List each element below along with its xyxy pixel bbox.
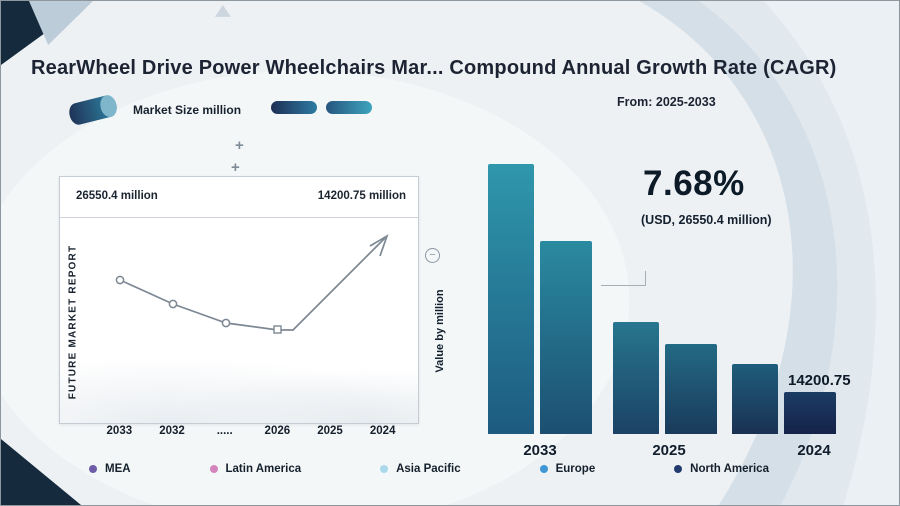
progress-pills [271, 101, 372, 114]
bar-2033-primary [488, 164, 534, 434]
left-axis-label: ..... [216, 425, 233, 437]
legend-label: North America [690, 463, 769, 475]
card-wave-decor [60, 313, 418, 423]
trend-panel: 26550.4 million 14200.75 million FUTURE … [59, 176, 419, 424]
left-axis-label: 2025 [317, 425, 343, 437]
legend-item-north-america: North America [674, 463, 769, 475]
database-icon [69, 95, 117, 125]
left-axis-label: 2024 [369, 425, 396, 437]
pill-right [326, 101, 372, 114]
bar-group-2025 [613, 159, 717, 434]
left-x-labels: 2033 2032..... 2026 2025 2024 [93, 425, 409, 437]
bar-group-2024 [732, 159, 836, 434]
bar-2033-secondary [540, 241, 592, 434]
market-size-label: Market Size million [133, 103, 242, 117]
trend-arrow-overlay [115, 234, 389, 334]
start-value-label: 26550.4 million [76, 190, 158, 202]
legend-item-asia-pacific: Asia Pacific [380, 463, 461, 475]
bar-2024-secondary [784, 392, 836, 434]
left-axis-label: 2033 [106, 425, 133, 437]
legend-item-latin-america: Latin America [209, 463, 302, 475]
legend-label: Europe [555, 463, 596, 475]
card-separator [60, 217, 418, 218]
legend-item-mea: MEA [89, 463, 131, 475]
legend-label: Latin America [225, 463, 302, 475]
step-bracket-decor [601, 271, 646, 286]
region-legend: MEA Latin America Asia Pacific Europe North … [89, 463, 769, 475]
left-axis-label: 2032 [159, 425, 185, 437]
right-axis-label: 2025 [652, 442, 686, 459]
bar-2025-primary [613, 322, 659, 434]
trend-marker [115, 275, 125, 285]
plus-decor-icon: + [231, 159, 240, 176]
right-axis-label: 2033 [523, 442, 557, 459]
trend-marker-square [273, 325, 282, 334]
legend-dot-icon [209, 465, 218, 473]
minus-circle-icon: − [425, 248, 440, 263]
legend-item-europe: Europe [539, 463, 596, 475]
bar-group-2033 [488, 159, 592, 434]
trend-marker [221, 318, 231, 328]
report-range: From: 2025-2033 [617, 95, 716, 109]
end-value-label: 14200.75 million [317, 190, 406, 202]
trend-marker [168, 299, 178, 309]
page-title: RearWheel Drive Power Wheelchairs Mar...… [31, 57, 837, 79]
pill-left [271, 101, 317, 114]
left-axis-label: 2026 [264, 425, 291, 437]
cagr-subtitle: (USD, 26550.4 million) [641, 213, 772, 227]
legend-label: MEA [105, 463, 131, 475]
plus-decor-icon: + [235, 137, 244, 154]
legend-dot-icon [89, 465, 97, 473]
bar-2024-primary [732, 364, 778, 434]
value-callout: 14200.75 [788, 372, 851, 389]
arrowhead-icon [369, 234, 389, 257]
market-size-legend: Market Size million [65, 91, 241, 129]
legend-label: Asia Pacific [396, 463, 461, 475]
right-axis-label: 2024 [797, 442, 831, 459]
cagr-value: 7.68% [643, 164, 745, 203]
bar-2025-secondary [665, 344, 717, 434]
legend-dot-icon [380, 465, 389, 473]
legend-dot-icon [539, 465, 548, 473]
legend-dot-icon [674, 465, 683, 473]
